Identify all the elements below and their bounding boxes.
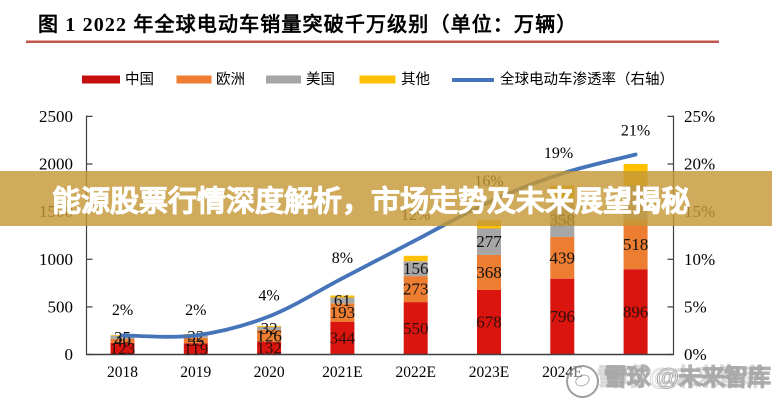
svg-text:25%: 25% — [684, 107, 715, 126]
svg-text:欧洲: 欧洲 — [216, 71, 245, 88]
svg-text:其他: 其他 — [401, 71, 430, 88]
svg-text:4%: 4% — [258, 288, 279, 305]
svg-text:美国: 美国 — [306, 71, 335, 88]
svg-text:中国: 中国 — [125, 71, 154, 88]
svg-text:2%: 2% — [112, 302, 133, 319]
svg-text:20%: 20% — [684, 155, 715, 174]
svg-text:8%: 8% — [332, 250, 353, 267]
svg-text:156: 156 — [403, 259, 429, 278]
svg-text:273: 273 — [403, 280, 429, 299]
svg-text:61: 61 — [334, 291, 351, 310]
svg-text:图 1 2022 年全球电动车销量突破千万级别（单位：万辆: 图 1 2022 年全球电动车销量突破千万级别（单位：万辆） — [38, 12, 578, 36]
svg-text:2019: 2019 — [180, 364, 211, 381]
svg-text:344: 344 — [330, 329, 356, 348]
svg-text:2023E: 2023E — [469, 364, 509, 381]
svg-text:21%: 21% — [621, 123, 650, 140]
svg-text:123: 123 — [110, 339, 136, 358]
svg-text:1000: 1000 — [39, 250, 73, 269]
svg-text:550: 550 — [403, 319, 429, 338]
svg-text:2%: 2% — [185, 302, 206, 319]
svg-text:126: 126 — [256, 326, 282, 345]
svg-text:2021E: 2021E — [322, 364, 362, 381]
svg-text:10%: 10% — [684, 250, 715, 269]
svg-text:119: 119 — [183, 339, 208, 358]
svg-text:2018: 2018 — [107, 364, 138, 381]
svg-text:193: 193 — [330, 303, 356, 322]
svg-text:2500: 2500 — [39, 107, 73, 126]
svg-text:678: 678 — [476, 313, 502, 332]
svg-text:19%: 19% — [544, 145, 573, 162]
svg-text:796: 796 — [550, 307, 576, 326]
svg-text:全球电动车渗透率（右轴）: 全球电动车渗透率（右轴） — [500, 70, 674, 88]
svg-text:2000: 2000 — [39, 155, 73, 174]
svg-text:277: 277 — [476, 232, 502, 251]
svg-text:5%: 5% — [684, 297, 707, 316]
svg-text:32: 32 — [261, 319, 278, 338]
svg-text:368: 368 — [476, 263, 502, 282]
svg-text:132: 132 — [256, 339, 282, 358]
svg-text:2020: 2020 — [254, 364, 285, 381]
svg-text:2022E: 2022E — [395, 364, 435, 381]
svg-text:0: 0 — [65, 345, 74, 364]
svg-text:896: 896 — [623, 302, 649, 321]
svg-text:0%: 0% — [684, 345, 707, 364]
svg-text:439: 439 — [550, 248, 576, 267]
svg-text:518: 518 — [623, 235, 649, 254]
svg-text:500: 500 — [48, 297, 74, 316]
